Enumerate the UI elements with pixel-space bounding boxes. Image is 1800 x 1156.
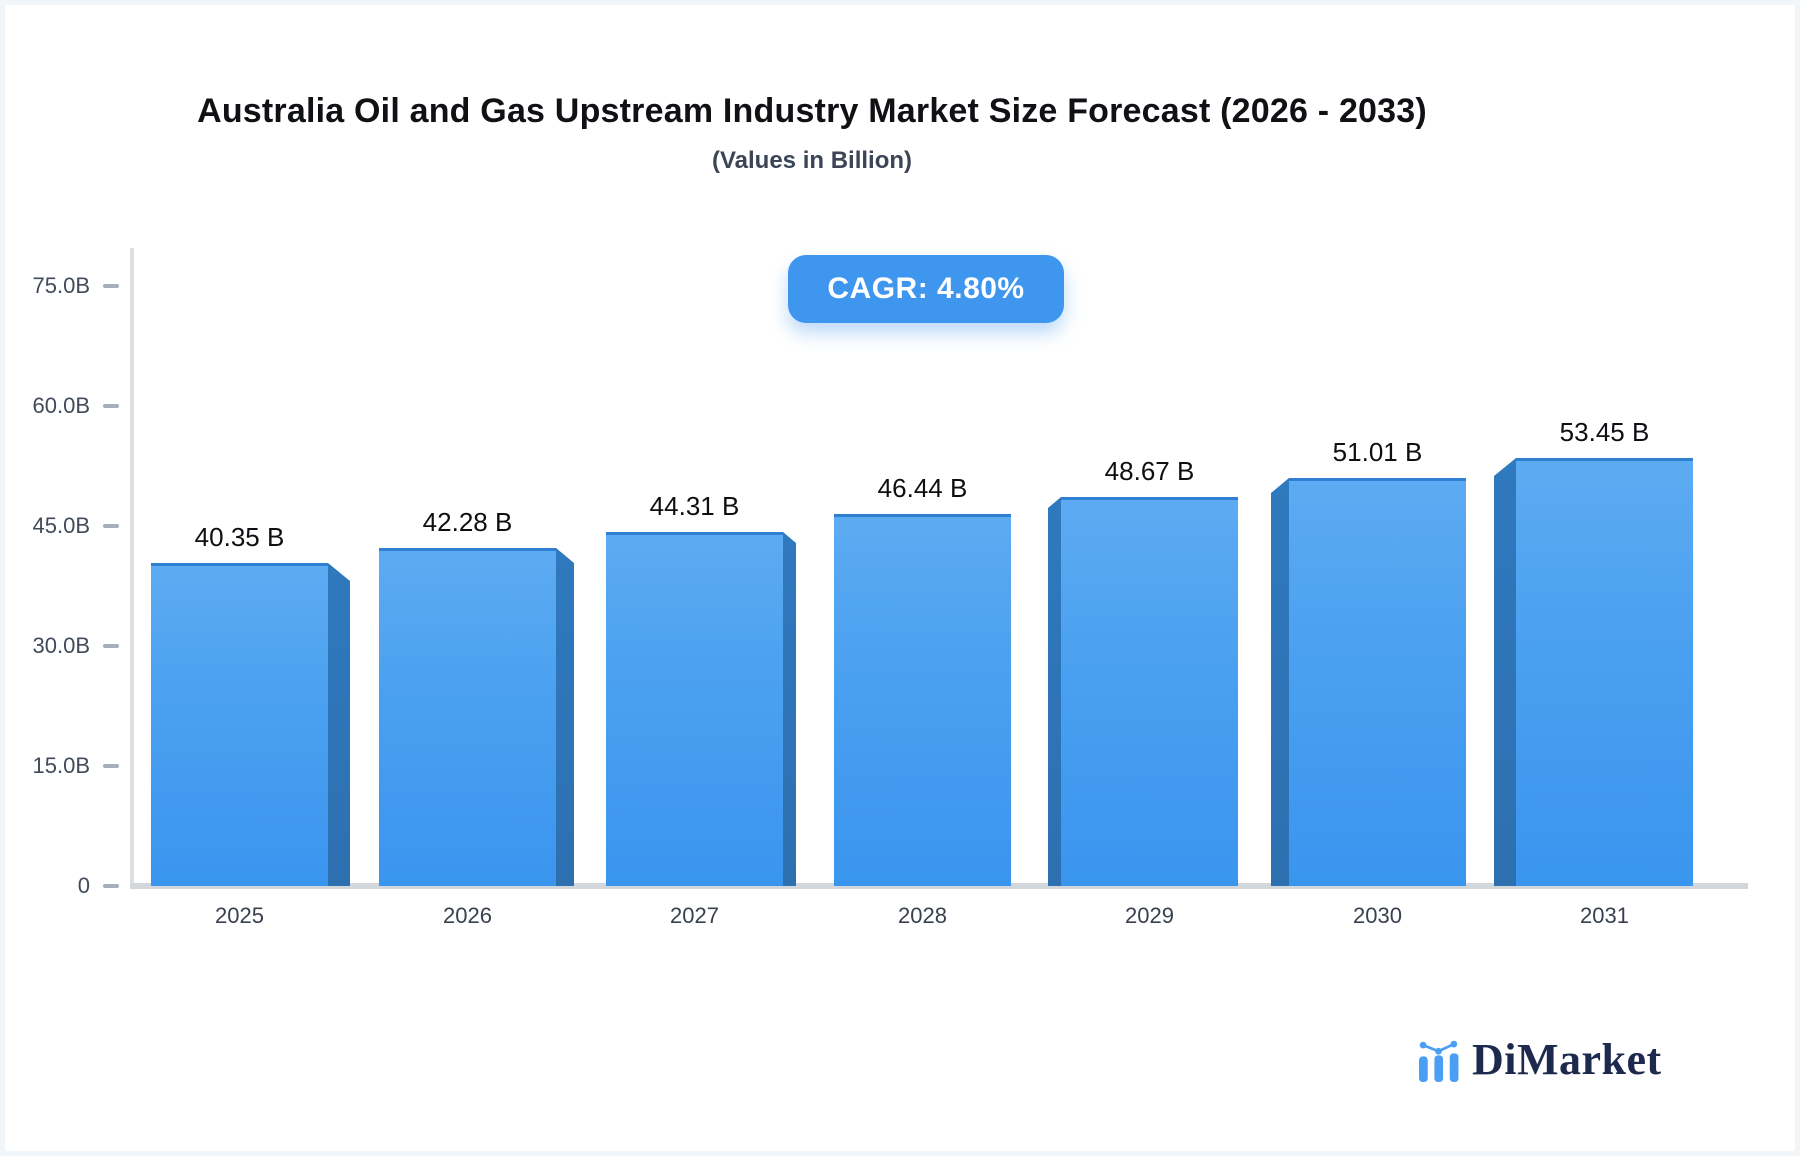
y-axis-tick-label: 45.0B [32,513,91,538]
bar-face [379,548,556,886]
bar-value-label: 46.44 B [877,473,968,503]
y-axis-tick-mark [103,764,119,768]
bar-2031[interactable] [1494,458,1693,886]
chart-header: Australia Oil and Gas Upstream Industry … [0,92,1624,175]
bar-value-label: 44.31 B [649,491,740,521]
x-axis-label: 2025 [215,903,264,928]
bar-value-label: 40.35 B [194,522,285,552]
bar-face [151,563,328,886]
x-axis-label: 2030 [1353,903,1402,928]
chart-subtitle: (Values in Billion) [711,147,913,174]
y-axis-tick-mark [103,284,119,288]
x-axis-label: 2029 [1125,903,1174,928]
y-axis-tick-label: 30.0B [32,633,91,658]
bar-2030[interactable] [1271,478,1466,886]
y-axis-line [130,248,134,887]
y-axis-tick-label: 0 [77,873,90,898]
bar-3d-side [556,548,574,886]
dimarket-logo[interactable]: DiMarket [1418,1038,1662,1082]
bar-value-label: 53.45 B [1559,417,1650,447]
bar-value-label: 42.28 B [422,507,513,537]
y-axis-tick-mark [103,524,119,528]
y-axis-tick-label: 60.0B [32,393,91,418]
bar-value-label: 48.67 B [1104,456,1195,486]
x-axis-label: 2028 [898,903,947,928]
bar-3d-side [1048,497,1061,886]
bar-3d-side [783,532,796,886]
bar-3d-side [1271,478,1289,886]
y-axis-tick-mark [103,404,119,408]
bar-face [1516,458,1693,886]
chart-title: Australia Oil and Gas Upstream Industry … [197,92,1427,130]
bar-3d-side [328,563,350,886]
bar-2029[interactable] [1048,497,1238,886]
bar-face [1061,497,1238,886]
logo-wordmark: DiMarket [1472,1035,1662,1084]
bar-2026[interactable] [379,548,574,886]
cagr-badge-label: CAGR: 4.80% [827,272,1025,305]
y-axis-tick-label: 15.0B [32,753,91,778]
bar-3d-side [1494,458,1516,886]
bar-face [1289,478,1466,886]
bar-2028[interactable] [834,514,1011,886]
x-axis-label: 2027 [670,903,719,928]
y-axis-tick-mark [103,884,119,888]
cagr-badge: CAGR: 4.80% [788,255,1064,323]
bar-2025[interactable] [151,563,350,886]
bar-value-label: 51.01 B [1332,437,1423,467]
y-axis-tick-mark [103,644,119,648]
y-axis-tick-label: 75.0B [32,273,91,298]
bar-face [606,532,783,886]
bar-2027[interactable] [606,532,796,886]
x-axis-baseline [130,883,1748,889]
x-axis-label: 2026 [443,903,492,928]
x-axis-label: 2031 [1580,903,1629,928]
bar-chart-logo-icon [1419,1040,1459,1082]
bar-face [834,514,1011,886]
